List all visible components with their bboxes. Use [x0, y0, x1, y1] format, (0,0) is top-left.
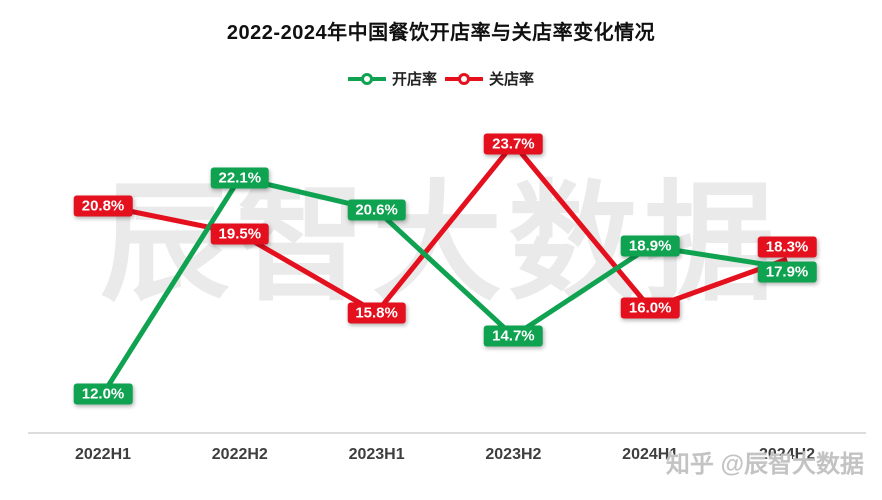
legend-item-open-rate: 开店率: [347, 68, 437, 89]
zhihu-watermark: 知乎 @辰智大数据: [665, 451, 864, 478]
legend-label-close-rate: 关店率: [489, 71, 535, 88]
legend-item-close-rate: 关店率: [445, 68, 534, 89]
data-label: 18.9%: [620, 235, 680, 257]
data-label: 19.5%: [210, 223, 270, 244]
data-label: 15.8%: [347, 302, 406, 324]
data-label: 14.7%: [484, 325, 543, 347]
x-axis-label: 2022H1: [74, 446, 132, 463]
x-axis-label: 2023H1: [348, 446, 405, 463]
data-label: 16.0%: [620, 297, 680, 319]
data-label: 20.6%: [347, 199, 406, 221]
x-axis-line: [28, 432, 866, 434]
open-rate-line-marker-icon: [347, 72, 386, 85]
data-label: 22.1%: [210, 167, 270, 189]
x-axis-label: 2023H2: [485, 446, 542, 463]
chart-title: 2022-2024年中国餐饮开店率与关店率变化情况: [226, 22, 656, 44]
data-label: 23.7%: [484, 133, 543, 155]
x-axis-label: 2024H2: [758, 446, 816, 463]
legend-label-open-rate: 开店率: [391, 71, 437, 88]
data-label: 20.8%: [73, 195, 133, 217]
x-axis-label: 2022H2: [211, 446, 268, 463]
x-axis-labels: 2022H1 2022H2 2023H1 2023H2 2024H1 2024H2: [0, 446, 882, 468]
close-rate-line-marker-icon: [445, 72, 483, 85]
x-axis-label: 2024H1: [622, 446, 679, 463]
data-label: 17.9%: [757, 261, 817, 283]
data-label: 12.0%: [73, 383, 133, 405]
series-line-开店率: [100, 175, 788, 396]
legend: 开店率 关店率: [0, 68, 882, 89]
data-label: 18.3%: [757, 236, 817, 258]
